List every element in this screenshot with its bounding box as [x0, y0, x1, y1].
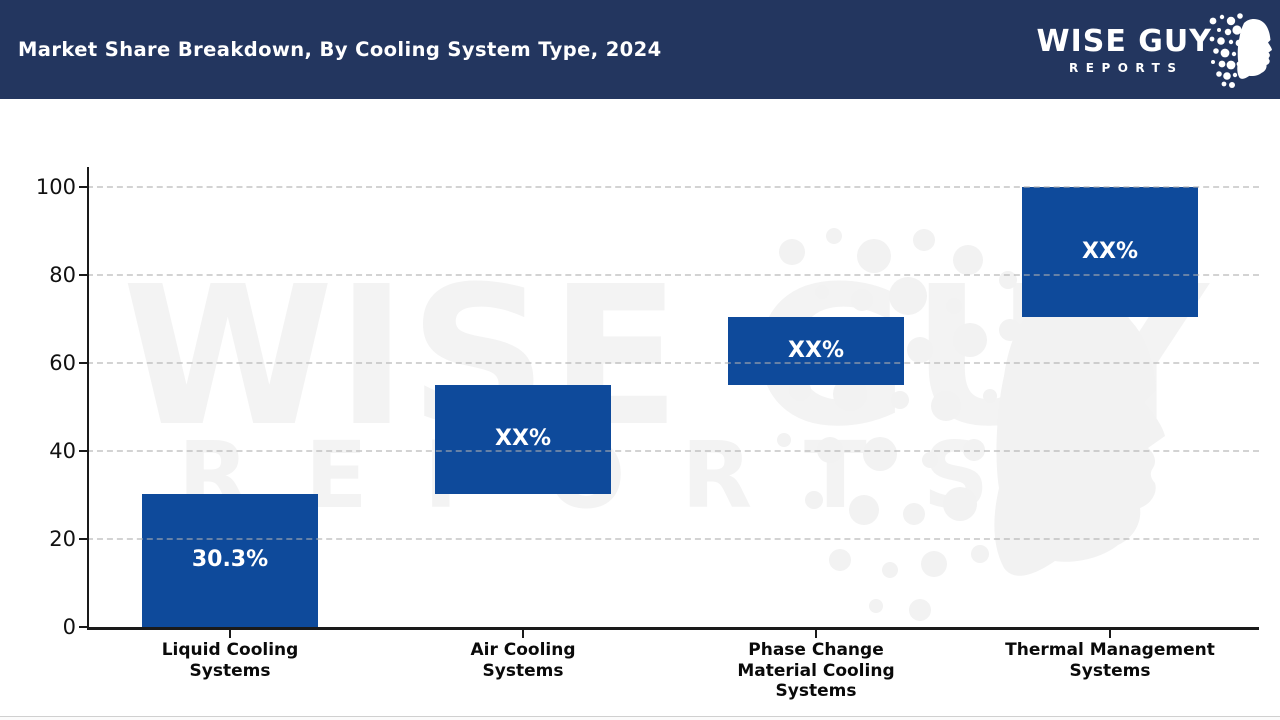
x-category-label-3: Thermal Management Systems [970, 640, 1250, 681]
x-category-line: Air Cooling [470, 640, 576, 660]
y-tick-mark [79, 450, 87, 452]
x-category-line: Thermal Management [1005, 640, 1215, 660]
x-tick-mark [229, 630, 231, 638]
y-tick-label: 40 [49, 439, 76, 463]
watermark-face-icon [771, 228, 1165, 621]
logo-text: WISE GUY REPORTS [1036, 23, 1212, 75]
x-category-label-2: Phase Change Material Cooling Systems [676, 640, 956, 702]
gridline-40 [87, 450, 1259, 452]
logo-subtitle: REPORTS [1069, 60, 1184, 75]
wise-guy-reports-logo: WISE GUY REPORTS [1036, 6, 1272, 94]
gridline-100 [87, 186, 1259, 188]
y-tick-mark [79, 274, 87, 276]
x-axis-line [87, 627, 1259, 630]
bar-value-label: XX% [495, 426, 551, 452]
logo-wordmark: WISE GUY [1036, 23, 1212, 59]
x-category-label-1: Air Cooling Systems [383, 640, 663, 681]
gridline-60 [87, 362, 1259, 364]
bar-segment-3 [1022, 187, 1198, 317]
y-axis-line [87, 167, 89, 629]
x-tick-mark [522, 630, 524, 638]
x-category-line: Systems [482, 660, 564, 681]
y-tick-mark [79, 186, 87, 188]
x-category-line: Systems [775, 681, 857, 701]
x-category-line: Material Cooling [737, 660, 895, 681]
x-category-label-0: Liquid Cooling Systems [90, 640, 370, 681]
bar-segment-1 [435, 385, 611, 494]
gridline-20 [87, 538, 1259, 540]
y-tick-mark [79, 538, 87, 540]
y-tick-label: 60 [49, 351, 76, 375]
gridline-80 [87, 274, 1259, 276]
y-tick-mark [79, 362, 87, 364]
y-tick-mark [79, 626, 87, 628]
x-tick-mark [1109, 630, 1111, 638]
x-category-line: Systems [189, 660, 271, 681]
header: Market Share Breakdown, By Cooling Syste… [0, 0, 1280, 99]
x-category-line: Systems [1069, 660, 1151, 681]
bottom-border [0, 716, 1280, 720]
y-tick-label: 100 [35, 175, 76, 199]
bar-value-label: 30.3% [191, 547, 269, 573]
y-tick-label: 20 [49, 527, 76, 551]
page-title: Market Share Breakdown, By Cooling Syste… [18, 38, 662, 61]
bar-segment-0 [142, 493, 318, 627]
bar-value-label: XX% [788, 337, 844, 363]
y-tick-label: 0 [62, 615, 76, 639]
y-tick-label: 80 [49, 263, 76, 287]
bar-value-label: XX% [1082, 238, 1138, 264]
bar-segment-2 [728, 316, 904, 385]
x-category-line: Phase Change [748, 640, 884, 660]
x-category-line: Liquid Cooling [161, 640, 299, 660]
logo-face-icon [1209, 13, 1272, 88]
x-tick-mark [815, 630, 817, 638]
